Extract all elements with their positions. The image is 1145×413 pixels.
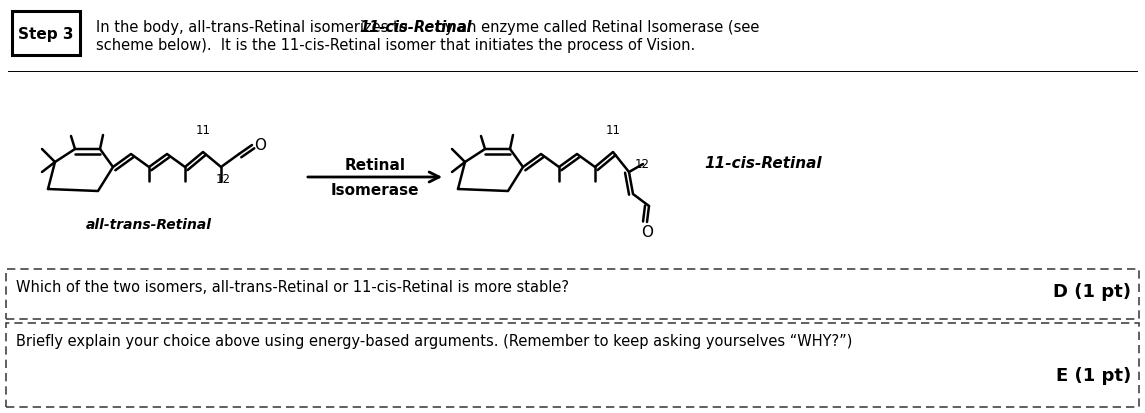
Text: Step 3: Step 3 — [18, 26, 73, 41]
Text: 11: 11 — [196, 124, 211, 137]
Text: Retinal: Retinal — [345, 158, 405, 173]
Text: Briefly explain your choice above using energy-based arguments. (Remember to kee: Briefly explain your choice above using … — [16, 333, 852, 348]
Text: 12: 12 — [635, 158, 650, 171]
Bar — [6, 323, 1139, 407]
Text: In the body, all-trans-Retinal isomerizes to: In the body, all-trans-Retinal isomerize… — [96, 20, 412, 35]
Text: E (1 pt): E (1 pt) — [1056, 366, 1131, 384]
Text: O: O — [641, 224, 653, 240]
Text: all-trans-Retinal: all-trans-Retinal — [86, 218, 212, 231]
Text: Which of the two isomers, all-trans-Retinal or 11-cis-Retinal is more stable?: Which of the two isomers, all-trans-Reti… — [16, 279, 569, 294]
Text: by an enzyme called Retinal Isomerase (see: by an enzyme called Retinal Isomerase (s… — [432, 20, 759, 35]
Text: D (1 pt): D (1 pt) — [1053, 282, 1131, 300]
Text: scheme below).  It is the 11-cis-Retinal isomer that initiates the process of Vi: scheme below). It is the 11-cis-Retinal … — [96, 38, 695, 53]
Bar — [6, 269, 1139, 319]
Text: 12: 12 — [215, 173, 230, 185]
Bar — [11, 12, 80, 56]
Text: 11: 11 — [606, 124, 621, 137]
Text: 11-cis-Retinal: 11-cis-Retinal — [360, 20, 472, 35]
Text: Isomerase: Isomerase — [331, 183, 419, 197]
Text: O: O — [254, 138, 266, 153]
Text: 11-cis-Retinal: 11-cis-Retinal — [704, 155, 822, 170]
